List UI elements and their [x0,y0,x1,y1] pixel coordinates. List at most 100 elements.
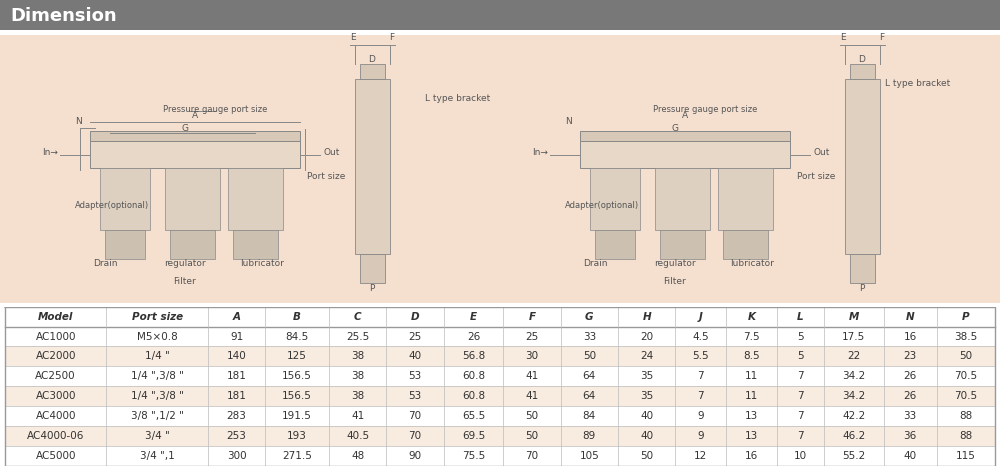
Text: 1/4 ": 1/4 " [145,351,170,362]
Text: Pressure gauge port size: Pressure gauge port size [163,105,267,115]
Text: 300: 300 [227,451,246,461]
Text: 22: 22 [847,351,861,362]
Text: 26: 26 [467,331,480,342]
Text: F: F [389,34,395,42]
Text: 70: 70 [409,431,422,441]
Bar [360,254,385,283]
Text: Filter: Filter [664,277,686,286]
Text: 33: 33 [903,411,917,421]
Text: P: P [962,312,970,322]
Text: 7: 7 [797,371,804,381]
Text: E: E [840,34,846,42]
Text: 34.2: 34.2 [842,371,866,381]
Text: AC3000: AC3000 [35,391,76,401]
Bar [723,230,768,259]
Text: 115: 115 [956,451,976,461]
Text: L type bracket: L type bracket [885,79,950,88]
Text: 38: 38 [351,351,364,362]
Text: L: L [797,312,804,322]
Text: 8.5: 8.5 [743,351,760,362]
Text: 64: 64 [583,391,596,401]
Text: K: K [747,312,755,322]
Text: 75.5: 75.5 [462,451,485,461]
Text: G: G [672,124,678,133]
Bar [580,141,790,168]
Text: Drain: Drain [93,260,117,268]
Text: 70: 70 [409,411,422,421]
Text: H: H [642,312,651,322]
Bar [845,79,880,254]
Text: 26: 26 [903,391,917,401]
Text: 26: 26 [903,371,917,381]
Text: 46.2: 46.2 [842,431,866,441]
Text: E: E [470,312,477,322]
Text: 41: 41 [525,371,539,381]
Text: 50: 50 [525,411,539,421]
Text: E: E [350,34,356,42]
Text: 84: 84 [583,411,596,421]
Bar [90,141,300,168]
Text: 50: 50 [525,431,539,441]
Text: 7: 7 [797,431,804,441]
Text: 283: 283 [227,411,246,421]
Text: 7: 7 [697,391,704,401]
Bar [233,230,278,259]
Text: lubricator: lubricator [240,260,284,268]
Text: 11: 11 [745,391,758,401]
Text: 60.8: 60.8 [462,371,485,381]
Text: 34.2: 34.2 [842,391,866,401]
Text: A: A [192,111,198,120]
Text: 56.8: 56.8 [462,351,485,362]
Text: 25.5: 25.5 [346,331,369,342]
Text: Drain: Drain [583,260,607,268]
Text: 25: 25 [408,331,422,342]
Text: 40: 40 [409,351,422,362]
Text: 38: 38 [351,391,364,401]
Bar [580,131,790,141]
Text: 7.5: 7.5 [743,331,760,342]
Text: Dimension: Dimension [10,7,117,25]
Text: 125: 125 [287,351,307,362]
Text: 1/4 ",3/8 ": 1/4 ",3/8 " [131,371,184,381]
Text: 25: 25 [525,331,539,342]
Text: 40: 40 [640,431,653,441]
Text: B: B [293,312,301,322]
Text: 55.2: 55.2 [842,451,866,461]
Text: 5.5: 5.5 [692,351,709,362]
Text: Adapter(optional): Adapter(optional) [75,201,149,210]
Bar [850,64,875,79]
Text: 23: 23 [903,351,917,362]
Text: 7: 7 [797,391,804,401]
Text: 3/4 ": 3/4 " [145,431,170,441]
Text: F: F [528,312,536,322]
Text: 64: 64 [583,371,596,381]
Text: 33: 33 [583,331,596,342]
Text: AC2500: AC2500 [35,371,76,381]
Text: 7: 7 [797,411,804,421]
Text: 30: 30 [525,351,539,362]
Text: 41: 41 [525,391,539,401]
Bar [5,446,995,466]
Text: 1/4 ",3/8 ": 1/4 ",3/8 " [131,391,184,401]
Text: N: N [565,117,571,126]
Text: 60.8: 60.8 [462,391,485,401]
Text: In→: In→ [42,148,58,158]
Text: 4.5: 4.5 [692,331,709,342]
Text: 38.5: 38.5 [954,331,977,342]
Text: 89: 89 [583,431,596,441]
Text: 253: 253 [227,431,246,441]
Text: 191.5: 191.5 [282,411,312,421]
Bar [105,230,145,259]
Text: 88: 88 [959,411,972,421]
Bar [595,230,635,259]
Text: 84.5: 84.5 [286,331,309,342]
Bar [360,64,385,79]
Text: 16: 16 [903,331,917,342]
Text: 70.5: 70.5 [954,371,977,381]
Text: C: C [354,312,362,322]
Text: Adapter(optional): Adapter(optional) [565,201,639,210]
Text: M: M [849,312,859,322]
Text: P: P [859,284,865,293]
Text: L type bracket: L type bracket [425,94,490,103]
Text: G: G [182,124,188,133]
